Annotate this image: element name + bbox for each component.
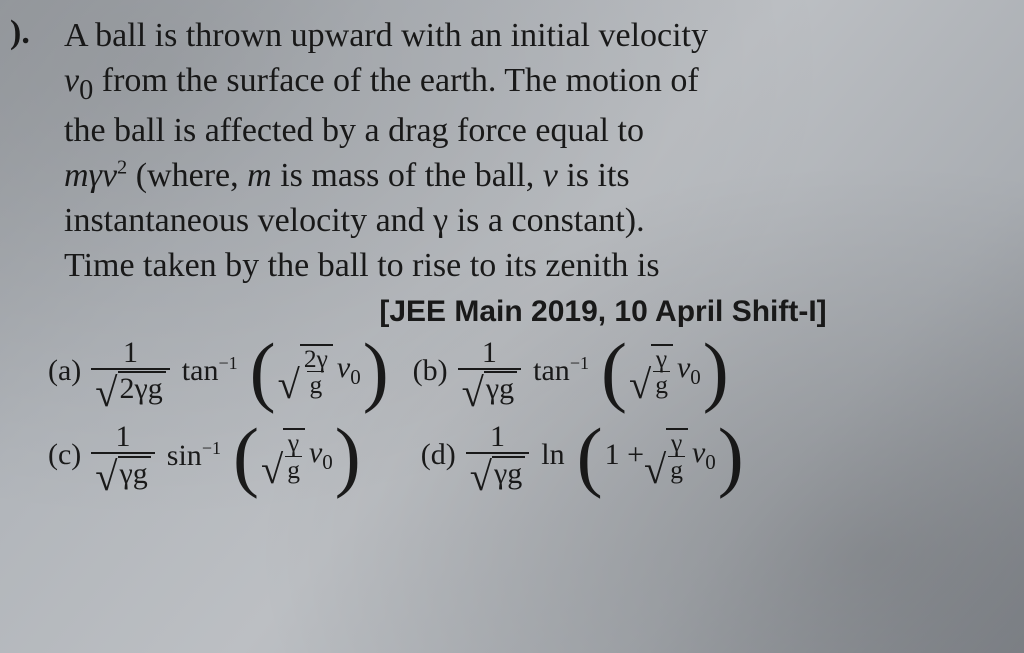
option-d-tag: (d) — [421, 438, 456, 472]
option-b-coef: 1 √ γg — [458, 337, 522, 405]
option-c-fn-name: sin — [167, 439, 202, 472]
sqrt-icon: √ 2γ g — [278, 344, 333, 398]
answer-options: (a) 1 √ 2γg tan−1 √ 2γ — [6, 337, 1000, 490]
option-a-tag: (a) — [48, 354, 81, 388]
option-c-v0: v0 — [309, 436, 333, 475]
option-c-coef-rad: γg — [118, 456, 151, 490]
q-line6: Time taken by the ball to rise to its ze… — [64, 247, 660, 284]
option-c-coef: 1 √ γg — [91, 421, 155, 489]
option-a-arg-frac: 2γ g — [302, 346, 330, 398]
sqrt-icon: √ γg — [95, 456, 151, 490]
question-block: ). A ball is thrown upward with an initi… — [6, 14, 1000, 289]
option-a-coef-den: √ 2γg — [91, 368, 170, 405]
option-b-coef-num: 1 — [478, 337, 501, 369]
option-c-fn: sin−1 — [165, 438, 223, 473]
q-line2b: from the surface of the earth. The motio… — [93, 62, 699, 99]
option-b-fn-exp: −1 — [570, 353, 589, 373]
option-d-arg-num: γ — [669, 430, 684, 456]
option-b-fn-name: tan — [533, 354, 570, 387]
sqrt-icon: √ γ g — [644, 428, 688, 482]
option-d-arg: 1 + √ γ g v0 — [577, 428, 744, 482]
option-c: (c) 1 √ γg sin−1 √ γ — [48, 421, 361, 489]
option-b-arg-den: g — [653, 371, 670, 398]
q-v0-var: v — [64, 62, 79, 99]
option-d-arg-frac: γ g — [668, 430, 685, 482]
q-v0-sub: 0 — [79, 75, 93, 106]
sqrt-icon: √ γg — [470, 456, 526, 490]
sqrt-icon: √ 2γg — [95, 371, 166, 405]
option-d-arg-den: g — [668, 456, 685, 483]
option-d-coef-num: 1 — [486, 421, 509, 453]
option-d-coef-rad: γg — [492, 456, 525, 490]
option-d-v0: v0 — [692, 436, 716, 475]
option-d-arg-pre: 1 + — [605, 438, 644, 472]
question-number: ). — [6, 14, 64, 52]
option-c-arg: √ γ g v0 — [233, 428, 361, 482]
option-a-arg: √ 2γ g v0 — [250, 344, 389, 398]
option-b-fn: tan−1 — [531, 353, 591, 388]
source-citation: [JEE Main 2019, 10 April Shift-I] — [6, 295, 1000, 329]
option-b-coef-den: √ γg — [458, 368, 522, 405]
option-a-coef: 1 √ 2γg — [91, 337, 170, 405]
option-c-arg-frac: γ g — [285, 430, 302, 482]
sqrt-icon: √ γg — [462, 371, 518, 405]
option-a-fn-name: tan — [182, 354, 219, 387]
q-v: v — [543, 157, 558, 194]
options-row-1: (a) 1 √ 2γg tan−1 √ 2γ — [48, 337, 1000, 405]
q-m: m — [247, 157, 272, 194]
sqrt-icon: √ γ g — [629, 344, 673, 398]
option-a: (a) 1 √ 2γg tan−1 √ 2γ — [48, 337, 389, 405]
option-a-coef-rad: 2γg — [118, 371, 166, 405]
option-b-arg-num: γ — [654, 346, 669, 372]
option-d: (d) 1 √ γg ln 1 + √ γ — [421, 421, 744, 489]
option-a-arg-num: 2γ — [302, 346, 330, 372]
option-a-coef-num: 1 — [119, 337, 142, 369]
option-a-fn: tan−1 — [180, 353, 240, 388]
options-row-2: (c) 1 √ γg sin−1 √ γ — [48, 421, 1000, 489]
option-a-fn-exp: −1 — [218, 353, 237, 373]
option-b-arg: √ γ g v0 — [601, 344, 729, 398]
question-text: A ball is thrown upward with an initial … — [64, 14, 708, 289]
q-drag-exp: 2 — [117, 157, 127, 179]
option-b-v0: v0 — [677, 351, 701, 390]
q-line4b: (where, — [127, 157, 247, 194]
q-line4d: is mass of the ball, — [272, 157, 543, 194]
option-b: (b) 1 √ γg tan−1 √ γ — [413, 337, 729, 405]
option-b-tag: (b) — [413, 354, 448, 388]
option-c-fn-exp: −1 — [202, 438, 221, 458]
option-d-coef: 1 √ γg — [466, 421, 530, 489]
sqrt-icon: √ γ g — [261, 428, 305, 482]
option-d-fn: ln — [539, 438, 566, 472]
option-c-coef-den: √ γg — [91, 452, 155, 489]
option-c-tag: (c) — [48, 438, 81, 472]
q-line5: instantaneous velocity and γ is a consta… — [64, 202, 645, 239]
option-c-arg-num: γ — [286, 430, 301, 456]
option-b-arg-frac: γ g — [653, 346, 670, 398]
q-line3: the ball is affected by a drag force equ… — [64, 112, 644, 149]
option-a-v0: v0 — [337, 351, 361, 390]
q-drag-term: mγv — [64, 157, 117, 194]
option-c-coef-num: 1 — [112, 421, 135, 453]
q-line4f: is its — [558, 157, 630, 194]
q-line1: A ball is thrown upward with an initial … — [64, 17, 708, 54]
option-b-coef-rad: γg — [484, 371, 517, 405]
option-a-arg-den: g — [307, 371, 324, 398]
option-c-arg-den: g — [285, 456, 302, 483]
option-d-coef-den: √ γg — [466, 452, 530, 489]
